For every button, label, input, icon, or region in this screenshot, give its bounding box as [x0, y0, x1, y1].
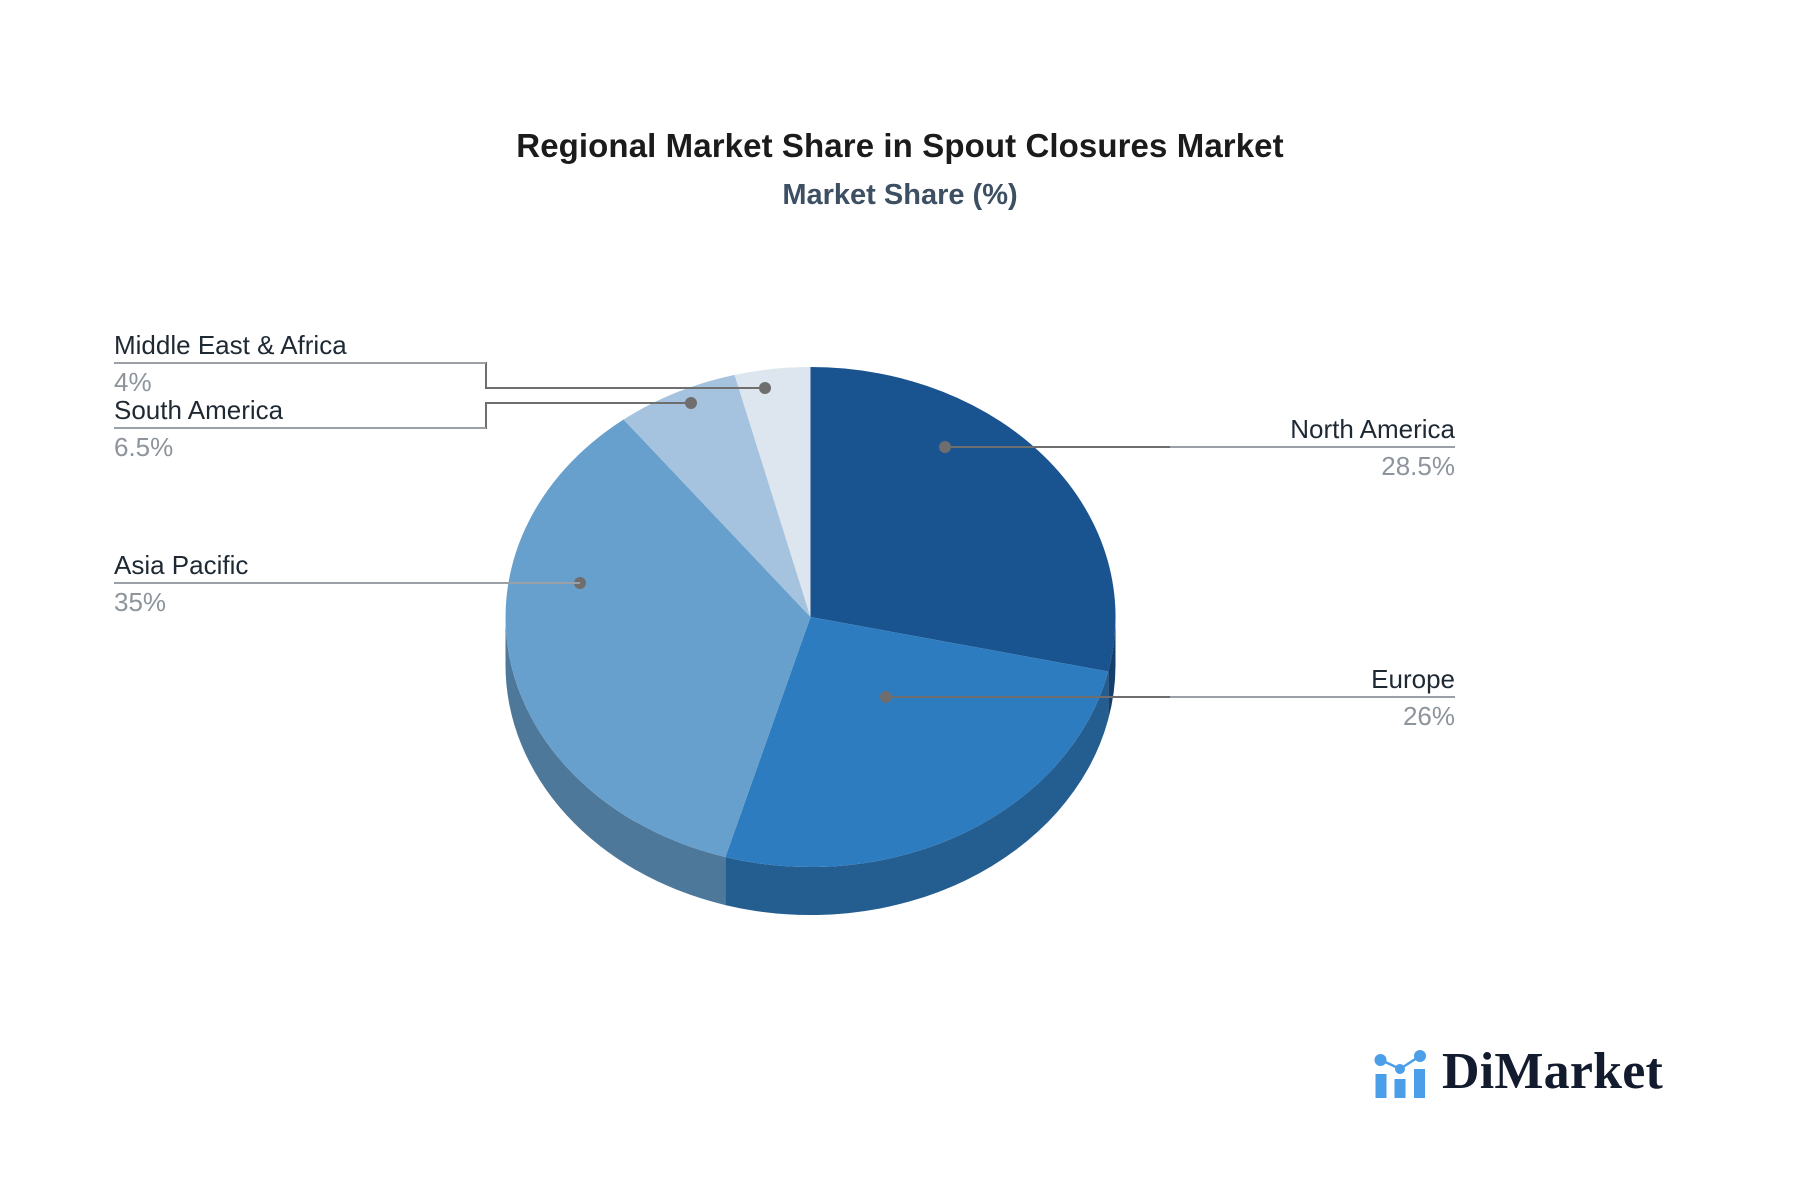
callout-label-europe: Europe — [1371, 664, 1455, 694]
leader-dot-middle-east-africa — [759, 382, 771, 394]
callout-label-north-america: North America — [1290, 414, 1455, 444]
callout-value-south-america: 6.5% — [114, 432, 174, 462]
callout-label-asia-pacific: Asia Pacific — [114, 550, 249, 580]
leader-dot-north-america — [939, 441, 951, 453]
callout-label-middle-east-africa: Middle East & Africa — [114, 330, 347, 360]
callout-europe[interactable]: Europe 26% — [1371, 663, 1455, 732]
leader-dot-europe — [880, 691, 892, 703]
brand-logo[interactable]: DiMarket — [1374, 1046, 1663, 1098]
callout-south-america[interactable]: South America 6.5% — [114, 394, 283, 463]
bar-chart-icon — [1374, 1050, 1426, 1098]
brand-logo-text: DiMarket — [1442, 1043, 1664, 1100]
label-underlines-group — [114, 362, 1455, 698]
pie-slices-group — [505, 366, 1116, 868]
callout-north-america[interactable]: North America 28.5% — [1290, 413, 1455, 482]
pie-slice-middle-east-africa[interactable] — [734, 367, 811, 617]
callout-asia-pacific[interactable]: Asia Pacific 35% — [114, 549, 248, 618]
pie-depth-north-america — [1108, 617, 1116, 720]
leader-dot-south-america — [685, 397, 697, 409]
callout-value-europe: 26% — [1402, 701, 1455, 731]
pie-depth-group — [505, 617, 1116, 916]
pie-depth-asia-pacific — [505, 617, 726, 906]
callout-label-south-america: South America — [114, 395, 284, 425]
callout-value-asia-pacific: 35% — [114, 587, 167, 617]
pie-slice-north-america[interactable] — [810, 366, 1116, 672]
pie-slice-europe[interactable] — [725, 617, 1109, 868]
pie-depth-europe — [725, 671, 1109, 916]
pie-slice-asia-pacific[interactable] — [505, 419, 811, 858]
pie-slice-south-america[interactable] — [623, 374, 811, 617]
callout-value-north-america: 28.5% — [1381, 451, 1455, 481]
callout-value-middle-east-africa: 4% — [114, 367, 152, 397]
callout-middle-east-africa[interactable]: Middle East & Africa 4% — [114, 329, 347, 398]
